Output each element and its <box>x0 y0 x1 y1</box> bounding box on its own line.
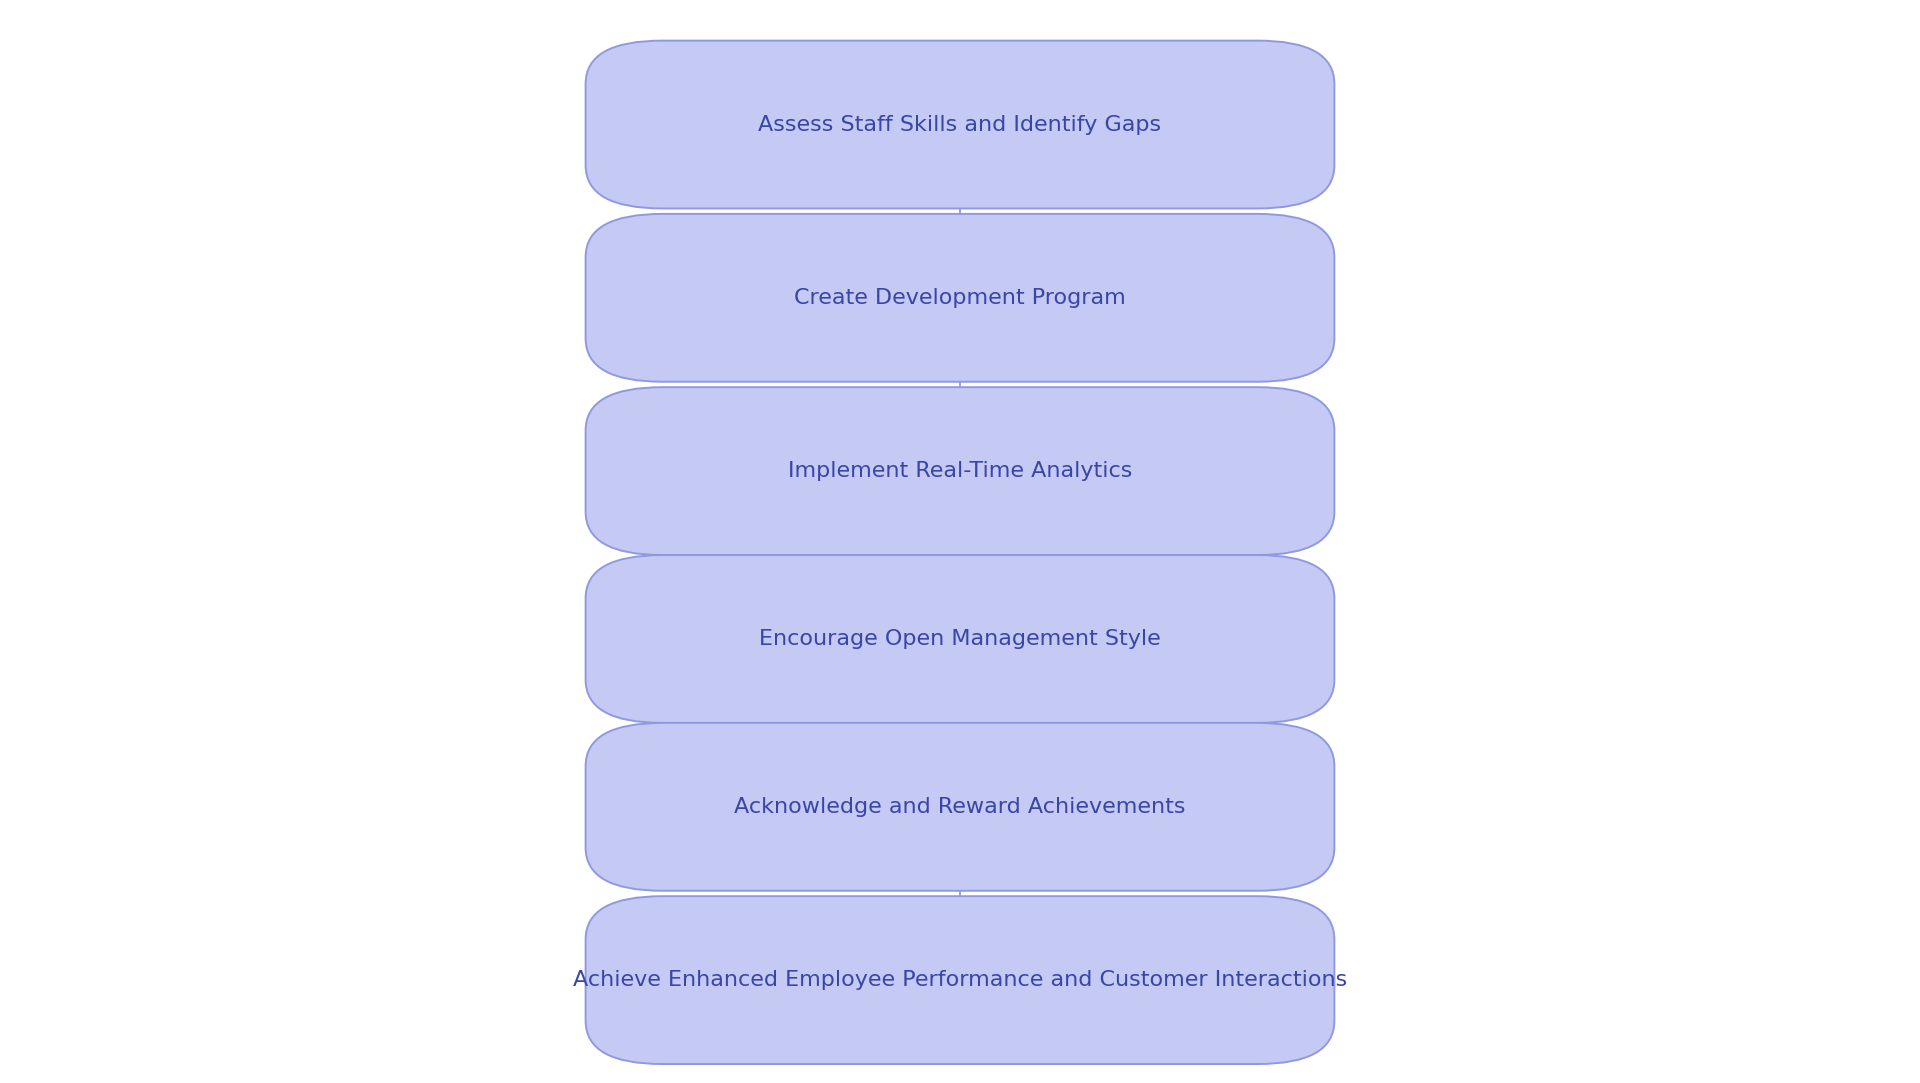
FancyBboxPatch shape <box>586 723 1334 890</box>
Text: Achieve Enhanced Employee Performance and Customer Interactions: Achieve Enhanced Employee Performance an… <box>572 970 1348 990</box>
Text: Encourage Open Management Style: Encourage Open Management Style <box>758 629 1162 649</box>
Text: Create Development Program: Create Development Program <box>795 288 1125 308</box>
Text: Acknowledge and Reward Achievements: Acknowledge and Reward Achievements <box>733 797 1187 817</box>
Text: Implement Real-Time Analytics: Implement Real-Time Analytics <box>787 461 1133 481</box>
FancyBboxPatch shape <box>586 40 1334 208</box>
FancyBboxPatch shape <box>586 897 1334 1064</box>
FancyBboxPatch shape <box>586 388 1334 556</box>
FancyBboxPatch shape <box>586 554 1334 723</box>
FancyBboxPatch shape <box>586 214 1334 382</box>
Text: Assess Staff Skills and Identify Gaps: Assess Staff Skills and Identify Gaps <box>758 115 1162 134</box>
